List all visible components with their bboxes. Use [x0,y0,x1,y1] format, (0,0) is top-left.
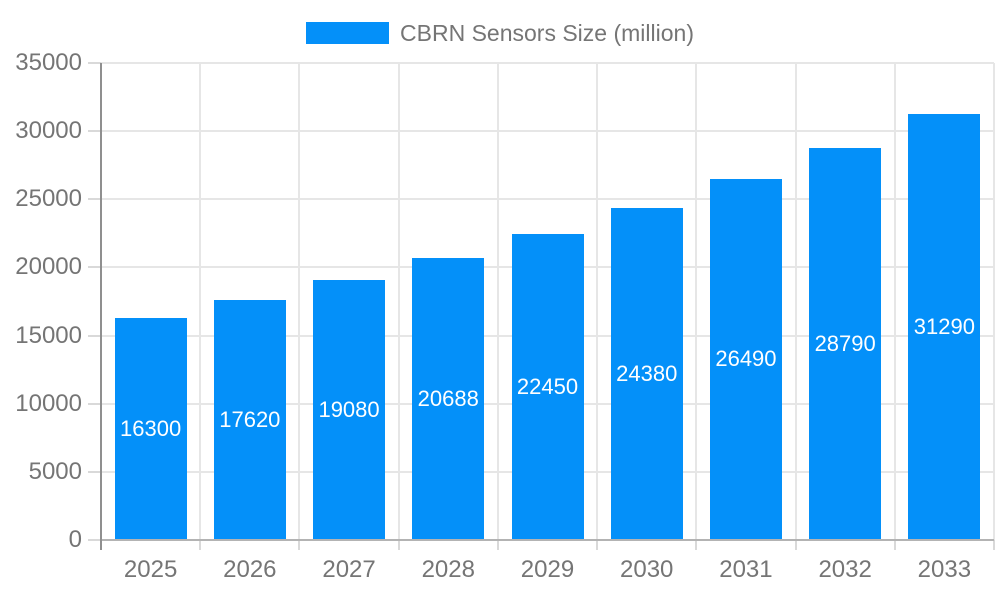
x-axis-tick [496,540,499,550]
y-axis-tick [88,62,101,64]
y-tick-label: 30000 [15,117,82,145]
y-tick-label: 35000 [15,49,82,76]
y-axis-tick [88,470,101,473]
x-tick-label: 2029 [520,556,575,583]
bar-value-label: 28790 [814,330,876,356]
y-axis-tick [88,334,101,337]
x-axis-tick [199,540,202,550]
bar-value-label: 17620 [219,406,281,432]
y-axis-tick [88,539,101,541]
y-axis-tick [88,130,101,133]
x-axis-tick [298,540,301,550]
v-gridline [993,63,995,540]
bar-2030: 24380 [610,207,683,540]
y-gridline [101,198,994,201]
bar-2031: 26490 [709,178,782,540]
v-gridline [199,63,202,540]
y-axis-tick [88,198,101,201]
bar-value-label: 22450 [516,374,579,399]
y-tick-label: 15000 [15,321,82,349]
bar-value-label: 24380 [616,360,678,386]
bar-2033: 31290 [908,113,981,540]
bar-2025: 16300 [114,317,187,540]
x-axis-tick [993,540,995,550]
bar-2027: 19080 [313,279,386,540]
y-axis-tick [88,266,101,269]
bar-value-label: 31290 [913,313,975,339]
bar-value-label: 19080 [318,396,380,422]
legend-label: CBRN Sensors Size (million) [400,19,694,46]
x-axis-tick [695,540,698,550]
bar-value-label: 26490 [715,346,777,372]
v-gridline [794,63,797,540]
y-axis-tick [88,402,101,405]
x-tick-label: 2031 [719,556,773,583]
v-gridline [695,63,698,540]
bar-2029: 22450 [511,234,584,540]
y-tick-label: 5000 [28,457,82,485]
bar-2028: 20688 [412,258,485,540]
x-tick-label: 2033 [917,556,972,583]
x-axis-baseline [101,539,994,541]
x-tick-label: 2025 [123,556,178,583]
x-tick-label: 2027 [322,556,376,583]
v-gridline [893,63,896,540]
y-tick-label: 10000 [15,389,82,417]
v-gridline [298,63,301,540]
legend: CBRN Sensors Size (million) [0,11,1000,55]
v-gridline [496,63,499,540]
bar-value-label: 20688 [417,386,479,412]
x-axis-tick [794,540,797,550]
v-gridline [397,63,400,540]
bar-value-label: 16300 [120,415,182,441]
legend-swatch [306,22,390,44]
x-tick-label: 2030 [620,556,674,583]
x-axis-tick [596,540,599,550]
y-tick-label: 20000 [15,253,82,281]
y-tick-label: 0 [68,526,82,553]
x-axis-tick [397,540,400,550]
v-gridline [596,63,599,540]
y-tick-label: 25000 [15,185,82,213]
x-tick-label: 2026 [223,556,277,583]
x-tick-label: 2028 [421,556,475,583]
x-tick-label: 2032 [818,556,872,583]
y-gridline [101,130,994,133]
bar-2026: 17620 [213,299,286,540]
plot-area: 0 5000 10000 15000 20000 25000 30000 35000 16300… [15,49,995,583]
y-gridline [101,62,994,64]
x-axis-tick [893,540,896,550]
bar-2032: 28790 [809,147,882,540]
y-axis-line [100,63,102,550]
